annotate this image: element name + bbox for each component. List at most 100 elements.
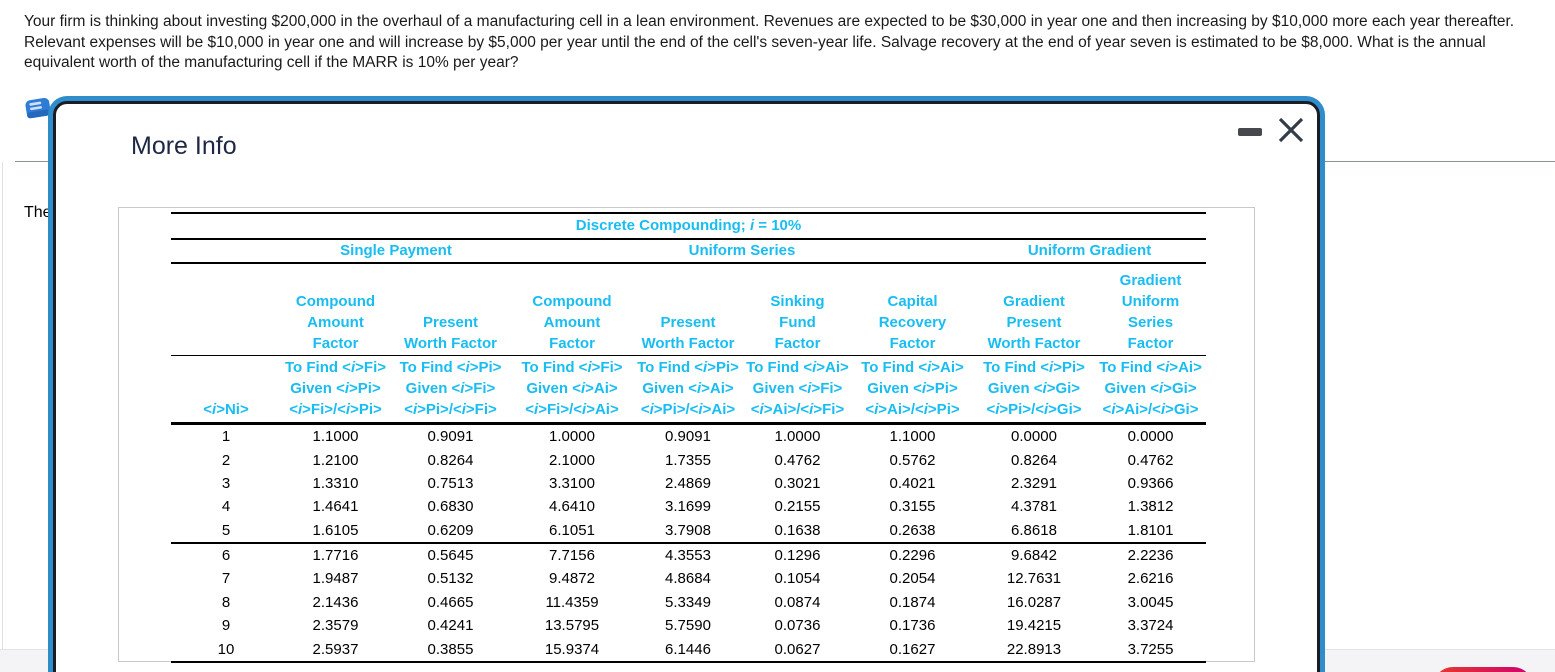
table-cell: 0.5645 [427, 547, 474, 565]
table-cell: 0.4241 [427, 617, 474, 635]
table-cell: 8 [221, 593, 231, 611]
table-cell: 1.2100 [312, 451, 359, 469]
table-cell: 0.5132 [427, 570, 474, 588]
group-header: Uniform Gradient [973, 239, 1207, 264]
column-header [171, 263, 281, 356]
table-cell: 0.1054 [774, 570, 821, 588]
table-cell: 12.7631 [1006, 570, 1062, 588]
column-header: Present Worth Factor [390, 263, 511, 356]
column-symbol-header: To Find <i>Ai> Given <i>Pi> <i>Ai>/<i>Pi> [852, 355, 973, 425]
table-cell: 7.7156 [549, 547, 595, 565]
factor-table-wrap: Discrete Compounding; i = 10% Single Paym… [171, 212, 1207, 663]
table-cell: 0.1296 [774, 547, 821, 565]
factor-name-row: Compound Amount Factor Present Worth Factor C… [171, 263, 1207, 356]
column-symbol-header: To Find <i>Ai> Given <i>Gi> <i>Ai>/<i>Gi> [1095, 355, 1207, 425]
dialog-title: More Info [131, 132, 237, 160]
table-cell: 0.3855 [390, 637, 511, 663]
table-cell: 3.3724 [1127, 617, 1174, 635]
table-cell: 2.5937 [281, 637, 390, 663]
table-cell: 0.0000 [1127, 428, 1174, 446]
table-row: 1 1.1000 0.9091 1.0000 0.9091 1.0000 1.1000 0.0… [171, 424, 1206, 449]
column-header: Present Worth Factor [633, 263, 743, 356]
table-cell: 3.7255 [1095, 637, 1207, 663]
table-cell: 0.0627 [743, 637, 852, 663]
table-cell: 13.5795 [544, 617, 600, 635]
table-cell: 3.1699 [665, 498, 711, 516]
table-cell: 0.0874 [774, 593, 821, 611]
table-cell: 2 [221, 451, 231, 469]
table-cell: 0.9091 [665, 428, 711, 446]
table-cell: 16.0287 [1006, 593, 1062, 611]
table-cell: 0.8264 [1011, 451, 1057, 469]
column-symbol-header: To Find <i>Fi> Given <i>Pi> <i>Fi>/<i>Pi> [281, 355, 390, 425]
minimize-icon[interactable] [1238, 128, 1262, 136]
table-cell: 0.1874 [889, 593, 936, 611]
table-row: 5 1.6105 0.6209 6.1051 3.7908 0.1638 0.2638 6.8… [171, 518, 1207, 544]
close-icon[interactable] [1275, 114, 1307, 146]
table-cell: 2.4869 [665, 474, 711, 492]
group-header-row: Single Payment Uniform Series Uniform Grad… [171, 239, 1207, 264]
table-cell: 0.8264 [427, 451, 474, 469]
table-cell: 0.4762 [1127, 451, 1174, 469]
table-cell: 3 [221, 474, 231, 492]
table-cell: 5.3349 [665, 593, 711, 611]
table-cell: 1.8101 [1095, 518, 1207, 544]
column-symbol-header: To Find <i>Ai> Given <i>Fi> <i>Ai>/<i>Fi> [743, 355, 852, 425]
table-cell: 3.0045 [1127, 593, 1174, 611]
table-cell: 15.9374 [511, 637, 633, 663]
group-header-spacer [171, 239, 281, 264]
more-info-dialog: More Info Discrete Compounding; i = 10% S… [48, 96, 1325, 672]
table-cell: 9 [221, 617, 231, 635]
question-text: Your firm is thinking about investing $2… [24, 13, 1515, 72]
column-header: Capital Recovery Factor [852, 263, 973, 356]
table-cell: 0.2638 [852, 518, 973, 544]
table-cell: 3.7908 [633, 518, 743, 544]
column-header: Compound Amount Factor [281, 263, 390, 356]
book-icon[interactable] [24, 94, 52, 122]
table-cell: 1.9487 [312, 570, 359, 588]
table-cell: 9.4872 [549, 570, 595, 588]
table-title-row: Discrete Compounding; i = 10% [171, 212, 1207, 240]
table-cell: 2.6216 [1127, 570, 1174, 588]
table-cell: 0.1627 [852, 637, 973, 663]
table-cell: 1.3310 [312, 474, 359, 492]
dialog-body: More Info Discrete Compounding; i = 10% S… [53, 101, 1320, 672]
table-cell: 5 [171, 518, 281, 544]
table-cell: 4 [221, 498, 231, 516]
column-symbol-header: To Find <i>Fi> Given <i>Ai> <i>Fi>/<i>Ai> [511, 355, 633, 425]
table-cell: 0.1638 [743, 518, 852, 544]
table-cell: 0.9366 [1127, 474, 1174, 492]
table-cell: 6.8618 [973, 518, 1095, 544]
table-cell: 9.6842 [1011, 547, 1057, 565]
table-cell: 0.4762 [774, 451, 821, 469]
column-header: Sinking Fund Factor [743, 263, 852, 356]
primary-action-button[interactable] [1433, 667, 1533, 672]
table-cell: 0.1736 [889, 617, 936, 635]
table-cell: 0.6830 [427, 498, 474, 516]
table-cell: 1.7355 [665, 451, 711, 469]
table-cell: 0.5762 [889, 451, 936, 469]
column-header: Gradient Present Worth Factor [973, 263, 1095, 356]
table-row: 8 2.1436 0.4665 11.4359 5.3349 0.0874 0.1874 16… [171, 591, 1206, 614]
column-header: Compound Amount Factor [511, 263, 633, 356]
table-row: 10 2.5937 0.3855 15.9374 6.1446 0.0627 0.1627 2… [171, 637, 1207, 663]
column-header: Gradient Uniform Series Factor [1095, 263, 1207, 356]
table-cell: 0.4665 [427, 593, 474, 611]
table-cell: 1.0000 [774, 428, 821, 446]
table-cell: 1.1000 [312, 428, 359, 446]
table-row: 7 1.9487 0.5132 9.4872 4.8684 0.1054 0.2054 12.… [171, 567, 1206, 590]
group-header: Uniform Series [511, 239, 973, 264]
table-cell: 0.0736 [774, 617, 821, 635]
table-cell: 2.3291 [1011, 474, 1057, 492]
table-cell: 2.3579 [312, 617, 359, 635]
group-header: Single Payment [281, 239, 511, 264]
table-cell: 4.3781 [1011, 498, 1057, 516]
table-row: 9 2.3579 0.4241 13.5795 5.7590 0.0736 0.1736 19… [171, 614, 1206, 637]
column-symbol-header: To Find <i>Pi> Given <i>Fi> <i>Pi>/<i>Fi> [390, 355, 511, 425]
table-cell: 19.4215 [1006, 617, 1062, 635]
table-cell: 1.3812 [1127, 498, 1174, 516]
table-cell: 6.1446 [633, 637, 743, 663]
table-cell: 4.3553 [665, 547, 711, 565]
table-cell: 0.9091 [427, 428, 474, 446]
